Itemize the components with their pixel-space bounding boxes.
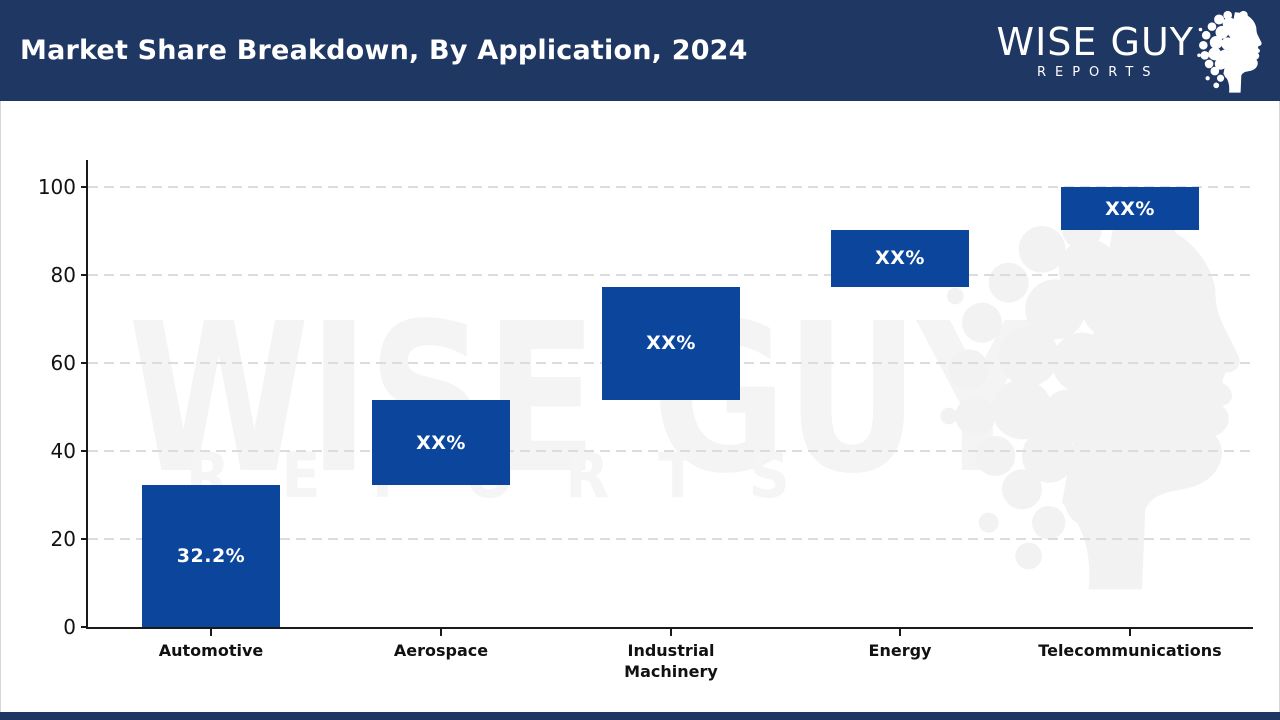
bar-segment-energy: XX%	[831, 230, 969, 287]
x-axis-category-label-line: Automotive	[158, 641, 264, 660]
brand-wordmark: WISE GUY REPORTS	[997, 22, 1194, 80]
y-axis-tick-label: 80	[50, 263, 76, 287]
brand-name: WISE GUY	[996, 20, 1194, 64]
y-axis-tick-label: 20	[50, 527, 76, 551]
bar-segment-automotive: 32.2%	[142, 485, 280, 627]
x-axis-category-label: Aerospace	[326, 640, 556, 661]
x-axis-tick	[670, 629, 672, 636]
x-axis-category-label: Telecommunications	[1015, 640, 1245, 661]
y-axis-tick-label: 60	[50, 351, 76, 375]
bar-value-label: 32.2%	[176, 545, 246, 568]
x-axis-category-label: Industrial Machinery	[556, 640, 786, 682]
x-axis-category-label: Energy	[785, 640, 1015, 661]
bar-segment-industrial-machinery: XX%	[602, 286, 740, 400]
x-axis-category-label-line: Telecommunications	[1038, 641, 1222, 660]
header-bar: Market Share Breakdown, By Application, …	[0, 0, 1280, 101]
x-axis-category-label-line: Energy	[868, 641, 932, 660]
gridline	[88, 186, 1253, 188]
y-axis-tick	[81, 274, 88, 276]
x-axis-tick	[1129, 629, 1131, 636]
bar-value-label: XX%	[875, 247, 925, 270]
footer-bar	[0, 712, 1280, 720]
y-axis-tick	[81, 450, 88, 452]
x-axis-category-label-line: Machinery	[624, 662, 718, 681]
y-axis-tick-label: 40	[50, 439, 76, 463]
y-axis-tick-label: 100	[37, 175, 76, 199]
x-axis-category-label-line: Industrial	[627, 641, 715, 660]
bar-segment-telecommunications: XX%	[1061, 187, 1199, 231]
brand-head-icon	[1197, 10, 1262, 93]
gridline	[88, 274, 1253, 276]
y-axis-tick-label: 0	[63, 615, 76, 639]
x-axis-tick	[440, 629, 442, 636]
bar-segment-aerospace: XX%	[372, 399, 510, 486]
x-axis-tick	[899, 629, 901, 636]
y-axis-line	[86, 160, 88, 629]
y-axis-tick	[81, 362, 88, 364]
x-axis-category-label: Automotive	[96, 640, 326, 661]
y-axis-tick	[81, 186, 88, 188]
x-axis-line	[86, 627, 1253, 629]
page-title: Market Share Breakdown, By Application, …	[20, 35, 748, 66]
bar-value-label: XX%	[416, 431, 466, 454]
x-axis-category-label-line: Aerospace	[393, 641, 489, 660]
bar-value-label: XX%	[646, 332, 696, 355]
x-axis-tick	[210, 629, 212, 636]
y-axis-tick	[81, 538, 88, 540]
brand-logo: WISE GUY REPORTS	[997, 5, 1268, 97]
gridline	[88, 538, 1253, 540]
brand-subname: REPORTS	[1036, 65, 1160, 80]
gridline	[88, 450, 1253, 452]
bar-value-label: XX%	[1105, 197, 1155, 220]
y-axis-tick	[81, 626, 88, 628]
